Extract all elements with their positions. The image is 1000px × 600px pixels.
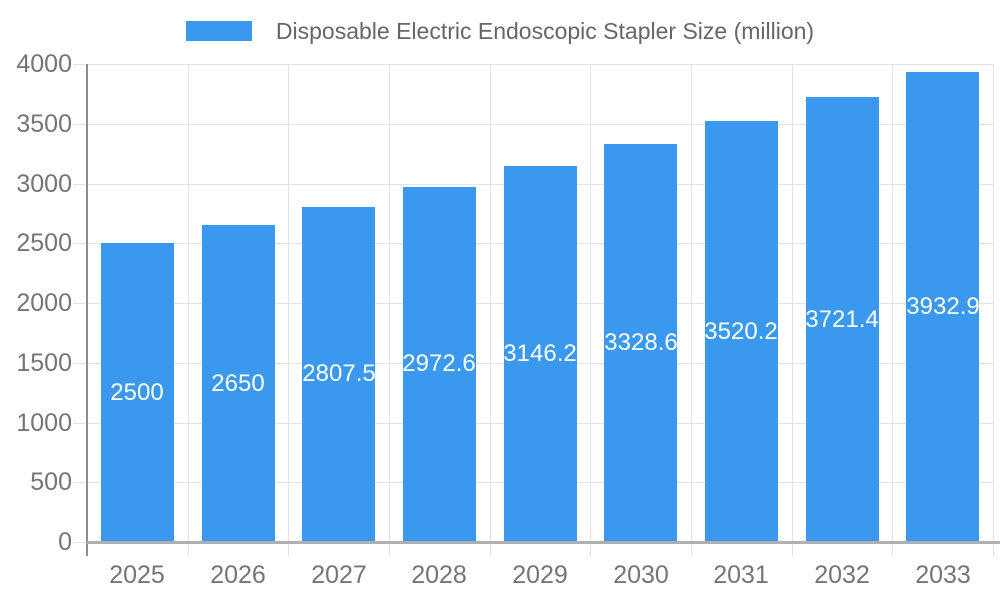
legend-label: Disposable Electric Endoscopic Stapler S… <box>275 17 815 44</box>
y-axis-tick-label: 2500 <box>16 229 72 257</box>
x-axis-tick-label: 2025 <box>109 561 165 589</box>
bar-value-label: 2807.5 <box>302 360 376 387</box>
x-axis-line <box>87 541 1000 544</box>
x-axis-tick-label: 2028 <box>411 561 467 589</box>
y-axis-tick-label: 3500 <box>16 110 72 138</box>
x-gridline <box>188 64 189 542</box>
x-gridline <box>993 64 994 542</box>
bar <box>302 207 375 542</box>
bar-value-label: 3146.2 <box>503 340 577 367</box>
x-axis-tick-label: 2027 <box>311 561 367 589</box>
bar-value-label: 3520.2 <box>704 318 778 345</box>
bar-value-label: 3328.6 <box>604 329 678 356</box>
y-axis-tick <box>73 124 87 125</box>
y-axis-tick <box>73 542 87 543</box>
bar <box>202 225 275 542</box>
x-axis-tick <box>892 542 893 556</box>
bar-value-label: 2972.6 <box>402 350 476 377</box>
y-axis-line <box>86 64 88 556</box>
y-axis-tick-label: 0 <box>58 528 72 556</box>
x-gridline <box>892 64 893 542</box>
bar <box>806 97 879 542</box>
x-gridline <box>590 64 591 542</box>
y-gridline <box>87 64 993 65</box>
bar-value-label: 2500 <box>110 379 164 406</box>
x-gridline <box>490 64 491 542</box>
x-axis-tick-label: 2026 <box>210 561 266 589</box>
bar <box>403 187 476 542</box>
y-axis-tick-label: 3000 <box>16 170 72 198</box>
y-axis-tick <box>73 423 87 424</box>
x-axis-tick-label: 2030 <box>613 561 669 589</box>
y-axis-tick <box>73 243 87 244</box>
x-axis-tick <box>188 542 189 556</box>
x-axis-tick <box>490 542 491 556</box>
bar <box>705 121 778 542</box>
x-axis-tick-label: 2033 <box>915 561 971 589</box>
x-gridline <box>691 64 692 542</box>
bar-value-label: 3721.4 <box>805 306 879 333</box>
bar-value-label: 2650 <box>211 370 265 397</box>
x-gridline <box>288 64 289 542</box>
bar-value-label: 3932.9 <box>906 293 980 320</box>
y-axis-tick-label: 1500 <box>16 349 72 377</box>
y-axis-tick-label: 4000 <box>16 50 72 78</box>
bar <box>604 144 677 542</box>
x-axis-tick-label: 2031 <box>713 561 769 589</box>
y-axis-tick <box>73 482 87 483</box>
legend-item[interactable]: Disposable Electric Endoscopic Stapler S… <box>0 10 1000 52</box>
x-axis-tick <box>590 542 591 556</box>
x-axis-tick-label: 2029 <box>512 561 568 589</box>
x-gridline <box>792 64 793 542</box>
y-gridline <box>87 124 993 125</box>
y-axis-tick-label: 1000 <box>16 409 72 437</box>
x-axis-tick <box>691 542 692 556</box>
bar <box>504 166 577 542</box>
y-axis-tick-label: 2000 <box>16 289 72 317</box>
x-axis-tick <box>389 542 390 556</box>
x-axis-tick <box>288 542 289 556</box>
y-axis-tick <box>73 184 87 185</box>
bar <box>101 243 174 542</box>
x-axis-tick-label: 2032 <box>814 561 870 589</box>
y-axis-tick <box>73 303 87 304</box>
y-axis-tick <box>73 363 87 364</box>
x-axis-tick <box>993 542 994 556</box>
legend-color-swatch-icon <box>185 21 252 41</box>
x-axis-tick <box>792 542 793 556</box>
x-gridline <box>389 64 390 542</box>
bar <box>906 72 979 542</box>
y-axis-tick-label: 500 <box>30 468 72 496</box>
y-axis-tick <box>73 64 87 65</box>
